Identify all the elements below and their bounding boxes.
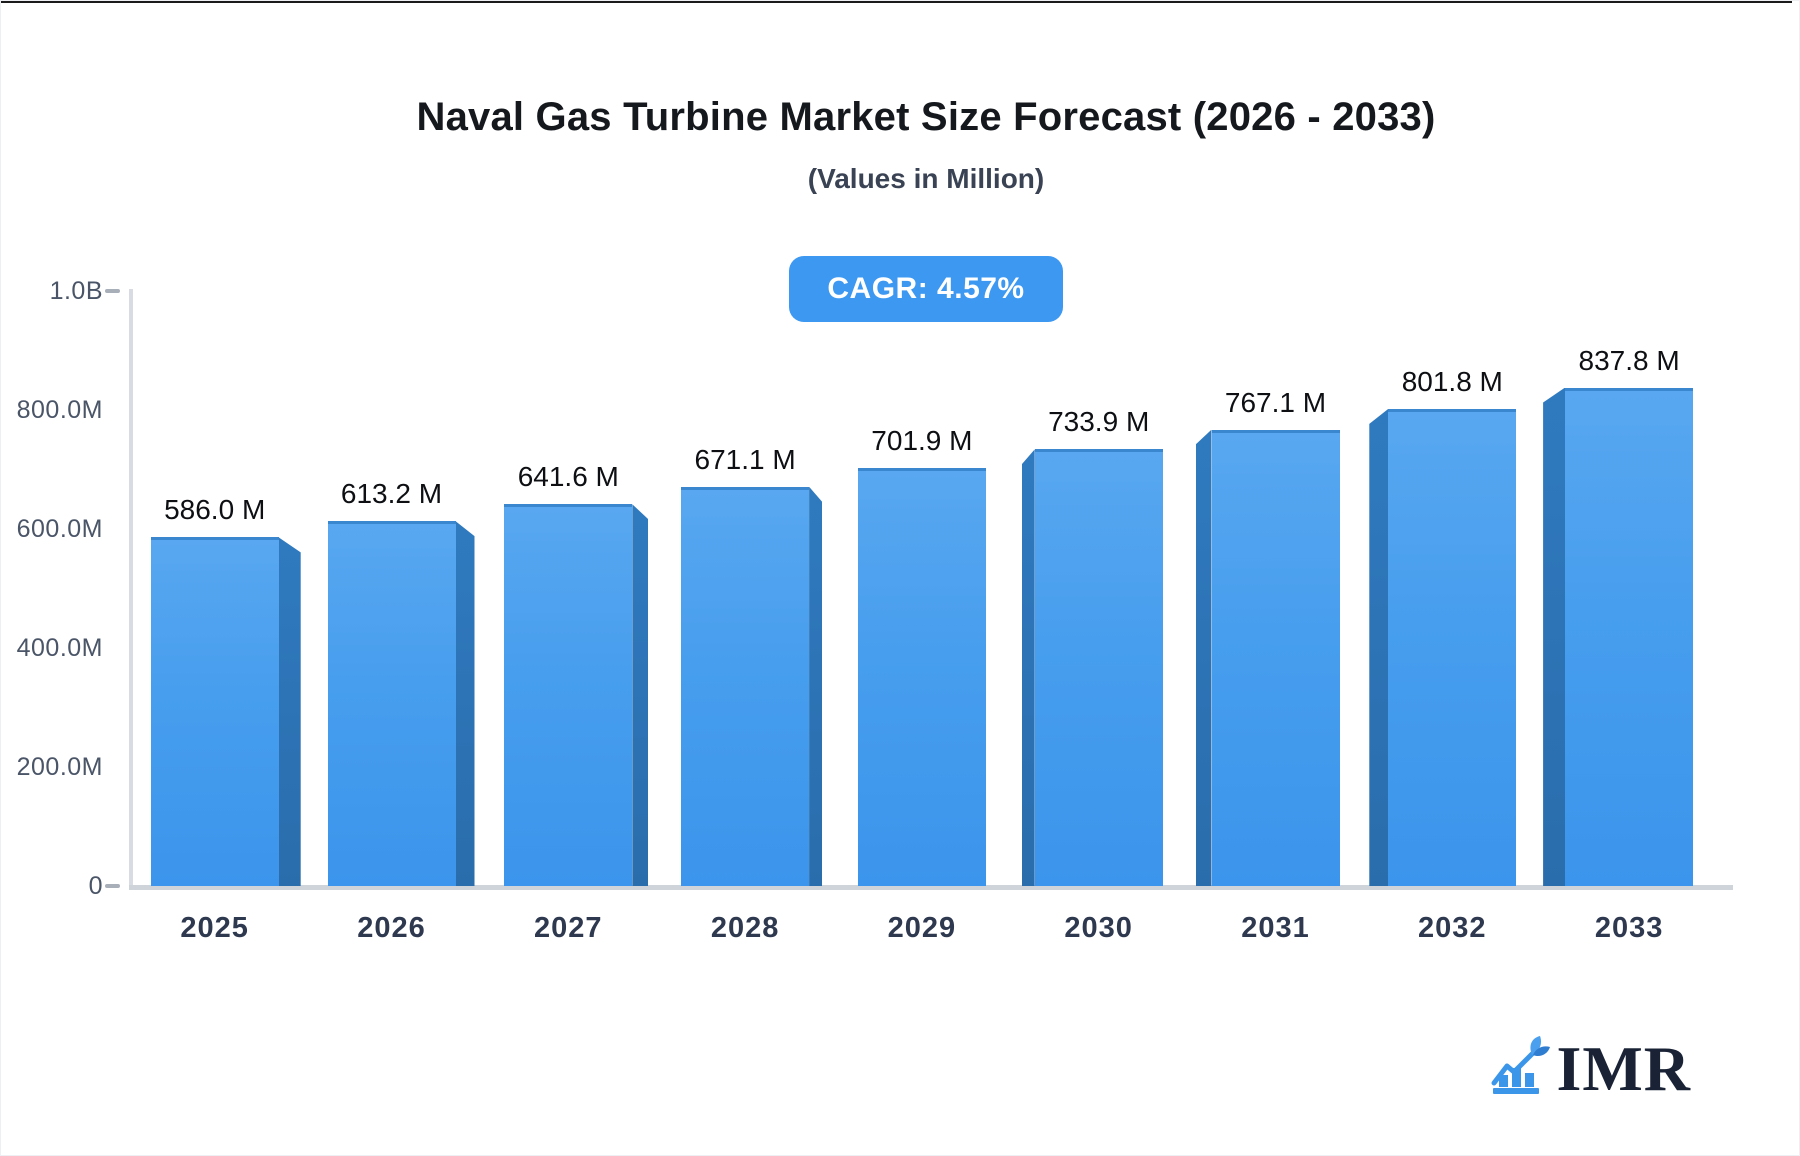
x-axis-label: 2030 [1064,912,1133,944]
y-axis-label: 400.0M [16,634,103,662]
y-axis-tick [105,884,120,888]
bar-value-label: 641.6 M [517,461,619,493]
bar-value-label: 701.9 M [871,425,973,457]
bar-face [681,486,810,886]
bar-chart-leaf-icon [1490,1035,1552,1102]
bar-value-label: 671.1 M [694,443,796,475]
bar-side [1543,387,1566,886]
bar-face [1034,449,1163,886]
top-border-line [1,1,1792,3]
bar-side [1195,429,1212,886]
cagr-badge: CAGR: 4.57% [789,256,1063,322]
y-axis-label: 800.0M [16,396,103,424]
bar-value-label: 586.0 M [164,494,266,526]
bar-value-label: 733.9 M [1048,406,1150,438]
x-axis-label: 2027 [534,912,603,944]
y-axis-line [129,289,133,888]
bar-value-label: 837.8 M [1578,344,1680,376]
chart-subtitle: (Values in Million) [807,163,1045,194]
y-axis-tick [105,289,120,293]
x-axis-label: 2028 [710,912,780,944]
x-axis-label: 2025 [180,912,249,944]
bar-side [455,521,475,886]
x-axis-label: 2031 [1241,912,1310,944]
cagr-badge-row: CAGR: 4.57% [131,256,1721,322]
x-axis-label: 2026 [357,912,426,944]
bar-face [327,521,456,886]
x-axis-line [129,885,1733,890]
bar-face [504,504,633,886]
x-axis-label: 2033 [1594,912,1664,944]
bar-value-label: 767.1 M [1224,386,1327,418]
bar-face [1211,429,1340,886]
bar-face [150,537,279,886]
y-axis-label: 0 [88,872,103,900]
bar-face [1565,387,1694,886]
x-axis-label: 2029 [887,912,957,944]
bar-face [1388,408,1517,886]
y-axis-label: 600.0M [16,515,103,543]
y-axis-label: 200.0M [16,753,103,781]
bar-face [857,468,986,886]
y-axis-label: 1.0B [49,277,103,305]
bar-value-label: 801.8 M [1401,365,1503,397]
bar-side [278,537,301,886]
bar-value-label: 613.2 M [340,478,443,510]
bar-side [632,504,649,886]
x-axis-label: 2032 [1418,912,1487,944]
bar-side [809,486,823,886]
imr-logo: IMR [1490,1035,1691,1102]
chart-title: Naval Gas Turbine Market Size Forecast (… [416,95,1436,139]
bar-side [1021,449,1035,886]
logo-text: IMR [1556,1032,1691,1104]
bar-side [1369,408,1389,886]
